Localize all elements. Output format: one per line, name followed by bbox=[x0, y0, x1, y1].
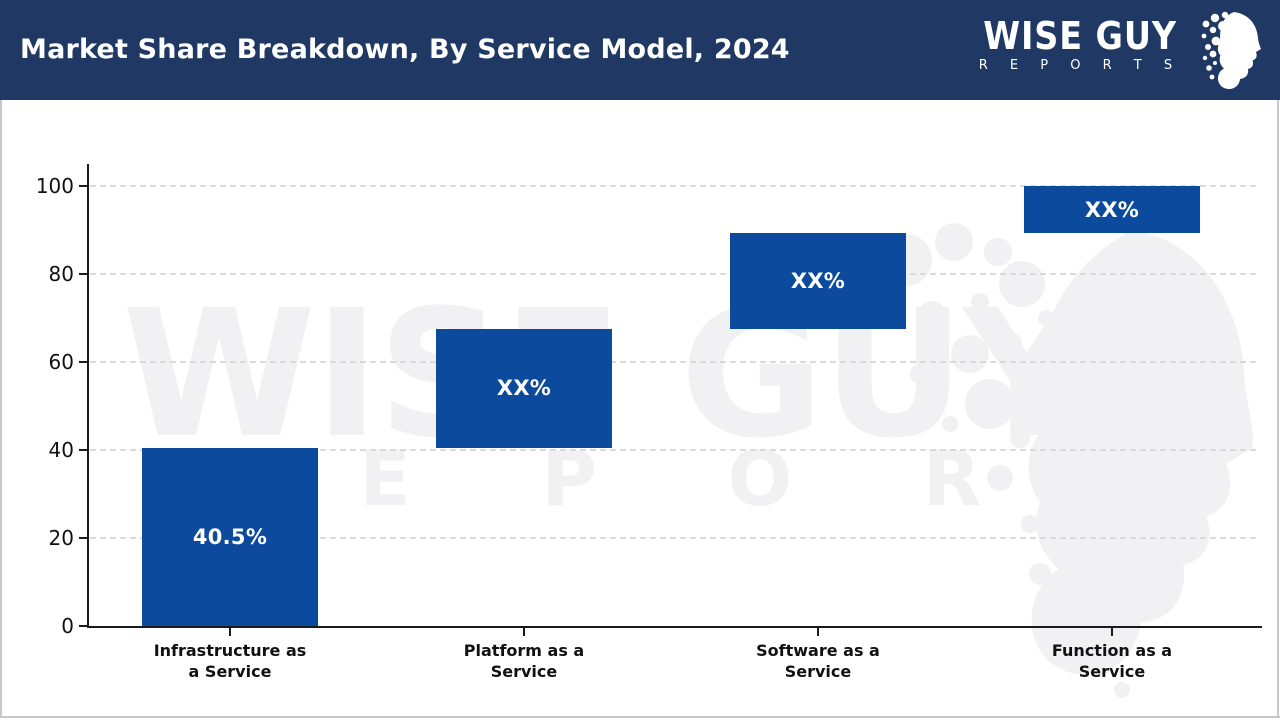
y-tick-mark bbox=[79, 449, 87, 451]
bar-value-label: XX% bbox=[1084, 197, 1140, 222]
brand-logo: WISE GUY R E P O R T S bbox=[979, 10, 1262, 92]
y-tick-label: 100 bbox=[35, 174, 74, 198]
bar-segment: 40.5% bbox=[142, 447, 318, 626]
gridline-y-60 bbox=[90, 361, 1256, 363]
y-tick-label: 20 bbox=[48, 526, 74, 550]
bar-segment: XX% bbox=[436, 329, 612, 448]
brand-subname: R E P O R T S bbox=[978, 58, 1182, 73]
bar-value-label: XX% bbox=[496, 376, 552, 401]
brand-logo-text: WISE GUY R E P O R T S bbox=[970, 16, 1190, 73]
gridline-y-100 bbox=[90, 185, 1256, 187]
y-tick-mark bbox=[79, 273, 87, 275]
x-tick-mark bbox=[1111, 628, 1113, 636]
y-tick-mark bbox=[79, 361, 87, 363]
page-border-bottom bbox=[0, 716, 1280, 718]
bar-segment: XX% bbox=[1024, 186, 1200, 234]
bar-value-label: 40.5% bbox=[192, 524, 268, 549]
y-tick-label: 40 bbox=[48, 438, 74, 462]
header-bar: Market Share Breakdown, By Service Model… bbox=[0, 0, 1280, 100]
gridline-y-40 bbox=[90, 449, 1256, 451]
y-tick-mark bbox=[79, 185, 87, 187]
page-border-right bbox=[1277, 100, 1279, 718]
y-axis-line bbox=[87, 164, 89, 628]
x-category-label: Infrastructure as a Service bbox=[153, 641, 307, 681]
watermark-reports-text: R E P O R T S bbox=[170, 434, 1280, 523]
y-tick-label: 0 bbox=[61, 614, 74, 638]
y-tick-label: 60 bbox=[48, 350, 74, 374]
bar-value-label: XX% bbox=[790, 269, 846, 294]
x-tick-mark bbox=[817, 628, 819, 636]
x-category-label: Software as a Service bbox=[756, 641, 880, 681]
bar-segment: XX% bbox=[730, 233, 906, 329]
y-tick-mark bbox=[79, 537, 87, 539]
gridline-y-20 bbox=[90, 537, 1256, 539]
x-axis-line bbox=[87, 626, 1262, 628]
y-tick-label: 80 bbox=[48, 262, 74, 286]
x-category-label: Platform as a Service bbox=[463, 641, 585, 681]
x-tick-mark bbox=[523, 628, 525, 636]
x-category-label: Function as a Service bbox=[1051, 641, 1173, 681]
gridline-y-80 bbox=[90, 273, 1256, 275]
wiseguy-face-dots-icon bbox=[1201, 11, 1261, 90]
page-border-left bbox=[0, 100, 2, 718]
page-title: Market Share Breakdown, By Service Model… bbox=[20, 34, 790, 65]
x-tick-mark bbox=[229, 628, 231, 636]
y-tick-mark bbox=[79, 625, 87, 627]
watermark-face-dots-icon bbox=[888, 223, 1253, 698]
brand-name: WISE GUY bbox=[983, 14, 1177, 58]
